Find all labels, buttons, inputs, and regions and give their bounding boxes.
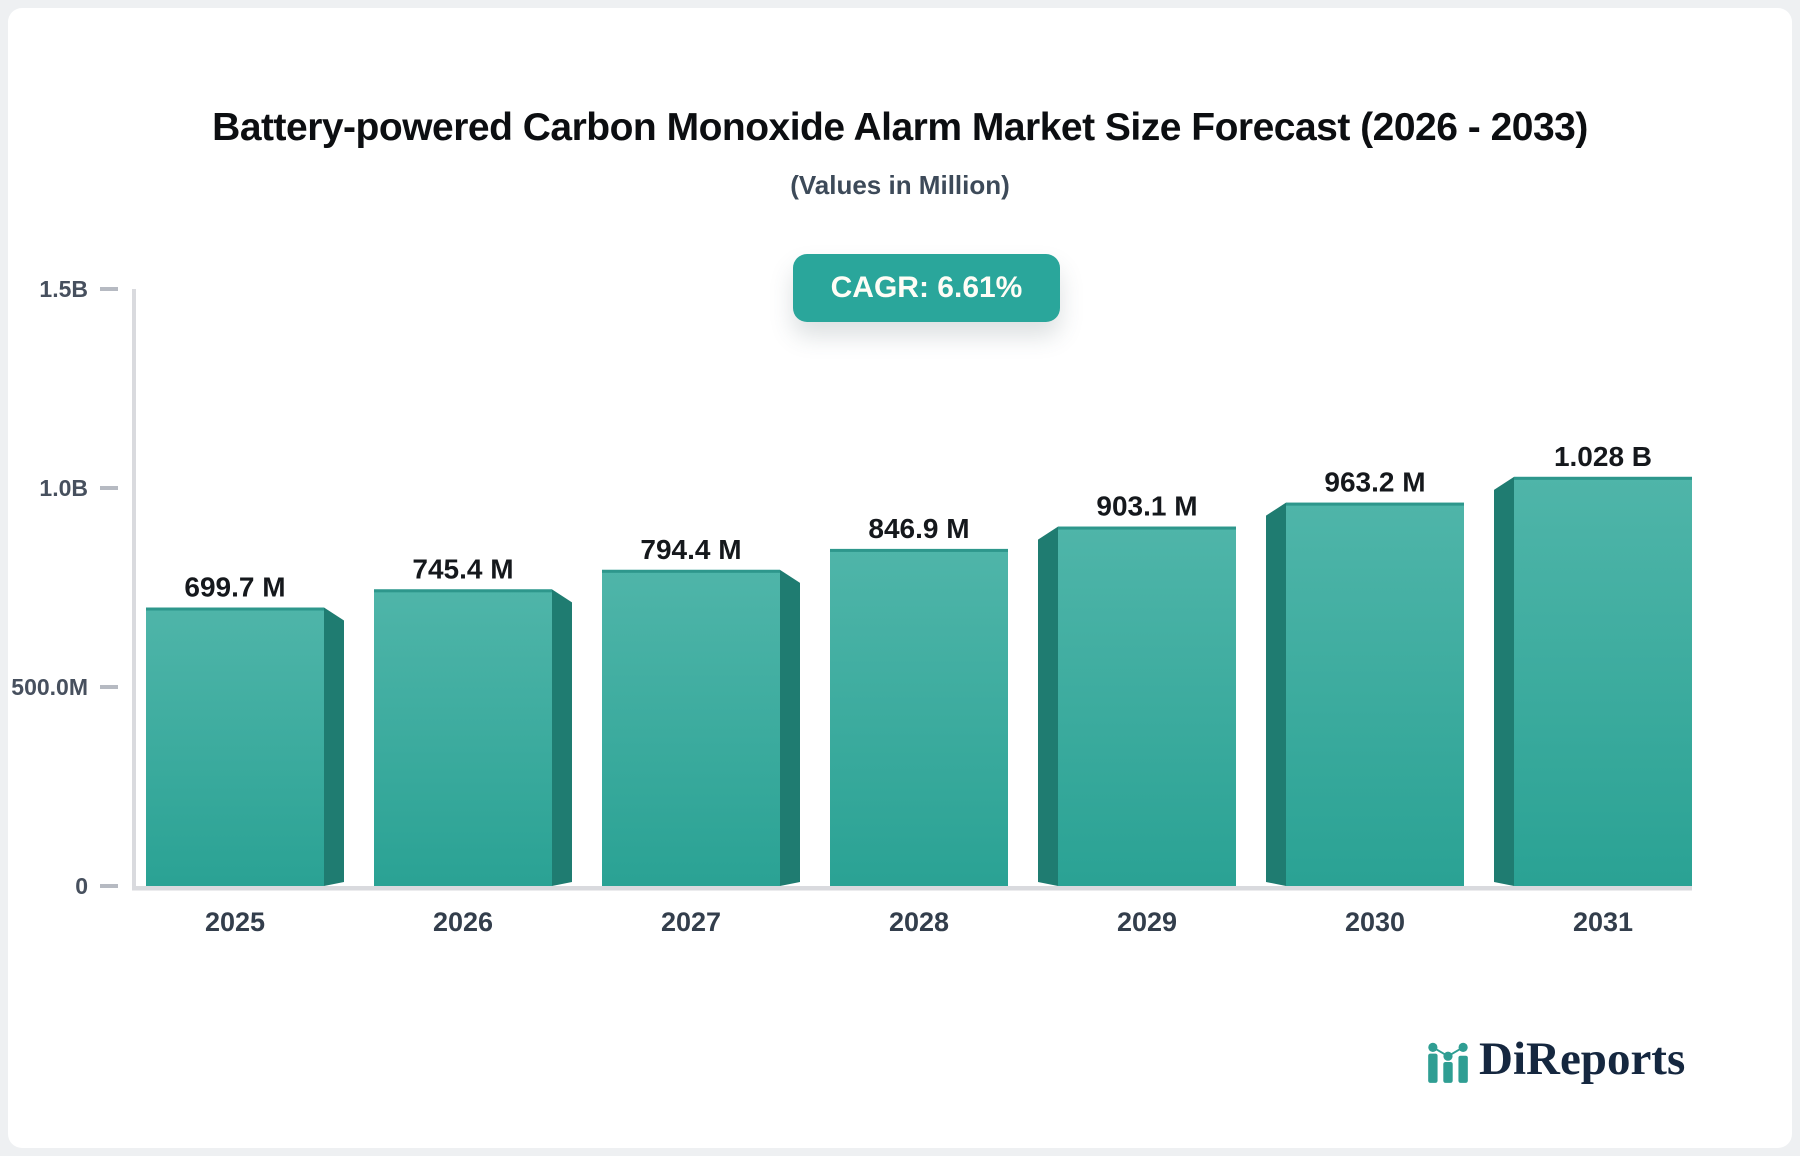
y-tick xyxy=(100,884,118,888)
bar-value-label: 903.1 M xyxy=(1096,491,1197,522)
bar-value-label: 699.7 M xyxy=(184,572,285,603)
bar-side-face xyxy=(1266,502,1286,886)
bar-top-edge xyxy=(1514,476,1692,480)
bar xyxy=(602,569,780,886)
bar-value-label: 794.4 M xyxy=(640,534,741,565)
bar-top-edge xyxy=(1286,502,1464,506)
bar xyxy=(374,589,552,886)
bar-top-edge xyxy=(602,569,780,573)
bar-top-edge xyxy=(146,607,324,611)
y-tick-label: 0 xyxy=(75,873,88,899)
bar-top-edge xyxy=(1058,526,1236,530)
bar-top-edge xyxy=(374,589,552,593)
bar-side-face xyxy=(1494,476,1514,886)
bar xyxy=(1286,502,1464,886)
x-tick-label: 2027 xyxy=(661,907,721,937)
logo: DiReports xyxy=(1424,1033,1685,1089)
x-tick-label: 2026 xyxy=(433,907,493,937)
x-tick-label: 2030 xyxy=(1345,907,1405,937)
x-tick-label: 2025 xyxy=(205,907,265,937)
y-tick xyxy=(100,486,118,490)
y-tick-label: 500.0M xyxy=(11,674,88,700)
bar-side-face xyxy=(780,569,800,886)
logo-text: DiReports xyxy=(1479,1033,1686,1085)
bar-value-label: 846.9 M xyxy=(868,513,969,544)
bar-side-face xyxy=(552,589,572,886)
bar-side-face xyxy=(1038,526,1058,886)
chart-subtitle: (Values in Million) xyxy=(790,170,1010,200)
bar xyxy=(830,548,1008,886)
x-axis-line xyxy=(132,886,1692,891)
bar xyxy=(1514,476,1692,886)
cagr-badge: CAGR: 6.61% xyxy=(793,254,1060,322)
y-axis-line xyxy=(132,289,136,890)
bar xyxy=(146,607,324,886)
chart-title: Battery-powered Carbon Monoxide Alarm Ma… xyxy=(212,106,1588,149)
x-tick-label: 2029 xyxy=(1117,907,1177,937)
bar-value-label: 1.028 B xyxy=(1554,441,1652,472)
y-tick xyxy=(100,685,118,689)
y-tick-label: 1.0B xyxy=(39,475,88,501)
x-tick-label: 2028 xyxy=(889,907,949,937)
bar xyxy=(1058,526,1236,886)
bar-side-face xyxy=(324,607,344,886)
bar-value-label: 745.4 M xyxy=(412,553,513,584)
bar-top-edge xyxy=(830,548,1008,552)
bar-chart-trend-icon xyxy=(1428,1042,1468,1083)
x-tick-label: 2031 xyxy=(1573,907,1633,937)
bar-value-label: 963.2 M xyxy=(1324,467,1425,498)
y-tick-label: 1.5B xyxy=(39,276,88,302)
y-tick xyxy=(100,287,118,291)
